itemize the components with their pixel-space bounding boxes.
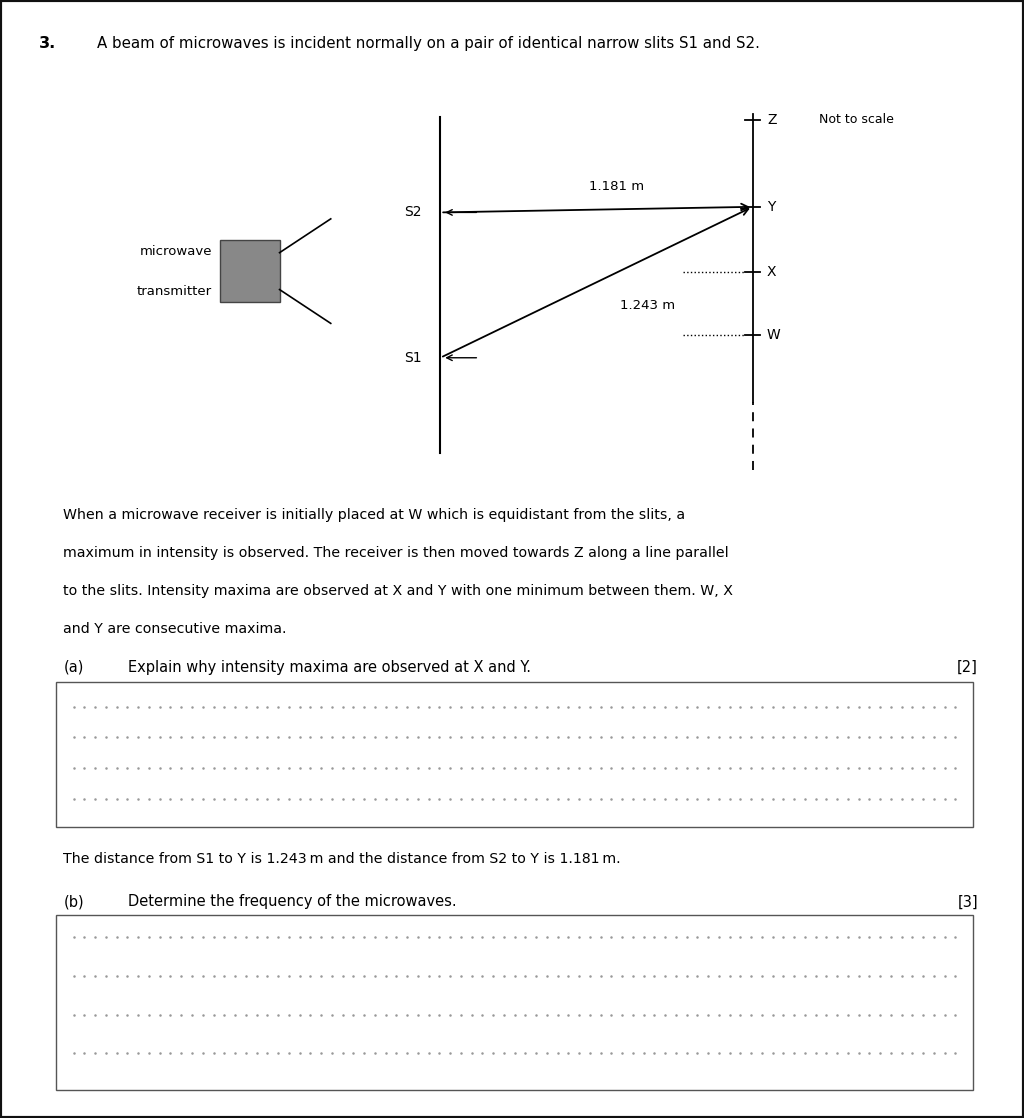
Text: W: W xyxy=(767,329,780,342)
Text: 1.181 m: 1.181 m xyxy=(590,180,644,192)
Text: Not to scale: Not to scale xyxy=(819,113,894,126)
Bar xyxy=(56,682,973,827)
Text: [3]: [3] xyxy=(957,894,978,909)
Text: The distance from S1 to Y is 1.243 m and the distance from S2 to Y is 1.181 m.: The distance from S1 to Y is 1.243 m and… xyxy=(63,852,622,866)
Text: and Y are consecutive maxima.: and Y are consecutive maxima. xyxy=(63,622,287,636)
Text: (a): (a) xyxy=(63,660,84,674)
Bar xyxy=(56,915,973,1090)
Text: microwave: microwave xyxy=(139,245,212,258)
Text: S2: S2 xyxy=(404,206,422,219)
Text: A beam of microwaves is incident normally on a pair of identical narrow slits S1: A beam of microwaves is incident normall… xyxy=(97,36,760,50)
Text: X: X xyxy=(767,265,776,278)
Text: to the slits. Intensity maxima are observed at X and Y with one minimum between : to the slits. Intensity maxima are obser… xyxy=(63,584,733,598)
Text: When a microwave receiver is initially placed at W which is equidistant from the: When a microwave receiver is initially p… xyxy=(63,508,686,522)
Text: Explain why intensity maxima are observed at X and Y.: Explain why intensity maxima are observe… xyxy=(128,660,531,674)
Bar xyxy=(220,240,280,302)
Text: Determine the frequency of the microwaves.: Determine the frequency of the microwave… xyxy=(128,894,457,909)
Text: [2]: [2] xyxy=(957,660,978,674)
Text: transmitter: transmitter xyxy=(137,285,212,297)
Text: (b): (b) xyxy=(63,894,84,909)
Text: S1: S1 xyxy=(404,351,422,364)
Text: Y: Y xyxy=(767,200,775,214)
Text: Z: Z xyxy=(767,113,776,126)
Text: maximum in intensity is observed. The receiver is then moved towards Z along a l: maximum in intensity is observed. The re… xyxy=(63,546,729,560)
Text: 3.: 3. xyxy=(39,36,56,50)
Text: 1.243 m: 1.243 m xyxy=(621,299,675,312)
